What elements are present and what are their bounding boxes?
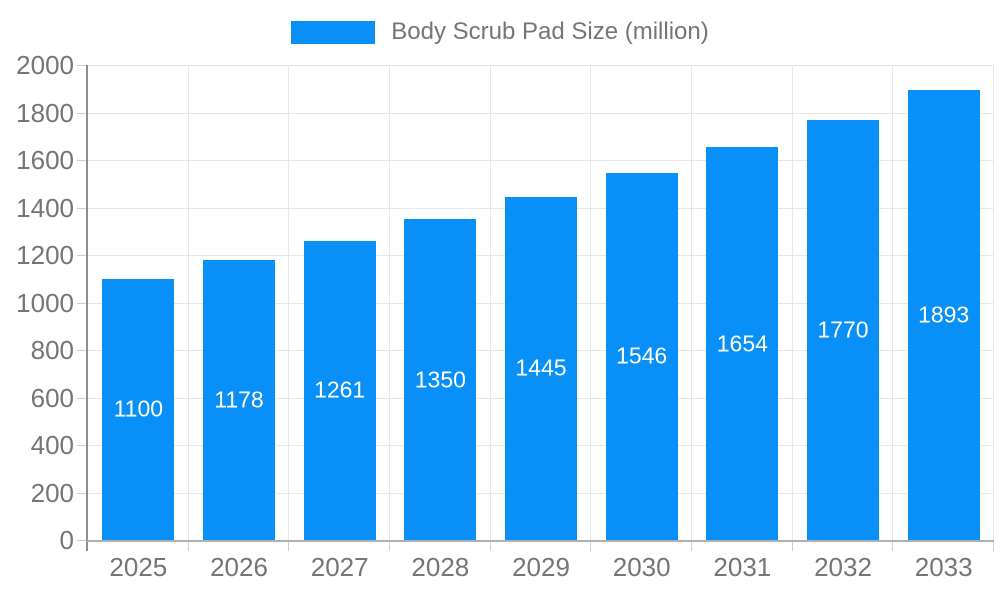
bar[interactable]: 1546	[605, 172, 678, 540]
bar-value-label: 1100	[113, 395, 164, 422]
gridline-horizontal	[88, 65, 994, 66]
legend-label: Body Scrub Pad Size (million)	[391, 18, 709, 45]
plot-area: 0 200 400 600 800 1000 1200 1400 1600 1800 2000 110…	[16, 52, 994, 580]
bar-value-label: 1546	[616, 342, 668, 369]
x-tick-label: 2025	[109, 552, 168, 582]
y-tick-label: 2000	[16, 50, 74, 80]
bar[interactable]: 1100	[102, 278, 175, 540]
x-tick-mark	[892, 542, 894, 551]
y-tick-mark	[77, 540, 86, 541]
x-tick-mark	[187, 542, 189, 551]
y-tick-label: 1000	[16, 287, 74, 318]
x-tick-label: 2033	[914, 552, 973, 582]
y-tick-label: 1200	[16, 240, 74, 270]
gridline-vertical	[389, 65, 390, 540]
bar[interactable]: 1178	[203, 260, 275, 540]
bar[interactable]: 1261	[303, 240, 376, 540]
bar[interactable]: 1893	[907, 90, 980, 540]
x-tick-label: 2028	[411, 552, 470, 582]
bar-value-label: 1893	[918, 301, 970, 328]
y-tick-label: 0	[59, 525, 74, 555]
x-tick-label: 2029	[512, 552, 570, 582]
y-tick-label: 1400	[16, 192, 74, 223]
x-tick-label: 2027	[310, 552, 369, 582]
legend[interactable]: Body Scrub Pad Size (million)	[0, 18, 1000, 46]
x-tick-mark	[590, 542, 592, 551]
bar-value-label: 1261	[314, 376, 366, 403]
gridline-vertical	[892, 65, 894, 540]
y-tick-mark	[77, 207, 86, 209]
bar[interactable]: 1770	[807, 119, 879, 540]
gridline-horizontal	[88, 112, 994, 114]
bar-value-label: 1654	[716, 330, 768, 357]
gridline-vertical	[187, 65, 189, 540]
y-tick-mark	[77, 350, 86, 351]
gridline-vertical	[791, 65, 793, 540]
gridline-vertical	[288, 65, 290, 540]
y-tick-mark	[77, 445, 86, 446]
y-tick-mark	[77, 112, 86, 114]
y-tick-label: 1800	[16, 97, 74, 128]
gridline-vertical	[489, 65, 491, 540]
x-tick-mark	[288, 542, 290, 551]
y-tick-label: 600	[30, 382, 74, 413]
x-tick-mark	[691, 542, 692, 551]
y-tick-label: 200	[30, 477, 74, 508]
y-tick-mark	[77, 397, 86, 399]
y-tick-mark	[77, 492, 86, 494]
legend-swatch	[291, 20, 376, 44]
gridline-vertical	[590, 65, 592, 540]
bar[interactable]: 1654	[706, 147, 779, 540]
y-tick-mark	[77, 65, 86, 66]
x-tick-mark	[993, 542, 994, 551]
gridline-vertical	[691, 65, 692, 540]
gridline-horizontal	[88, 160, 994, 161]
bar[interactable]: 1350	[404, 219, 477, 540]
y-tick-mark	[77, 302, 86, 304]
gridline-vertical	[993, 65, 994, 540]
bar-value-label: 1350	[414, 366, 466, 393]
bar-value-label: 1178	[214, 386, 264, 413]
x-tick-label: 2031	[713, 552, 772, 582]
y-tick-label: 800	[30, 335, 74, 365]
y-tick-mark	[77, 160, 86, 161]
bar-value-label: 1770	[817, 316, 869, 343]
x-tick-label: 2032	[814, 552, 872, 582]
x-tick-mark	[791, 542, 793, 551]
y-tick-label: 1600	[16, 145, 74, 175]
y-tick-mark	[77, 255, 86, 256]
x-tick-mark	[389, 542, 390, 551]
bar[interactable]: 1445	[505, 196, 577, 540]
y-axis-tick-stub	[86, 542, 88, 551]
bar-value-label: 1445	[515, 354, 567, 381]
x-tick-label: 2026	[210, 552, 268, 582]
y-tick-label: 400	[30, 430, 74, 460]
x-tick-label: 2030	[612, 552, 671, 582]
x-tick-mark	[489, 542, 491, 551]
